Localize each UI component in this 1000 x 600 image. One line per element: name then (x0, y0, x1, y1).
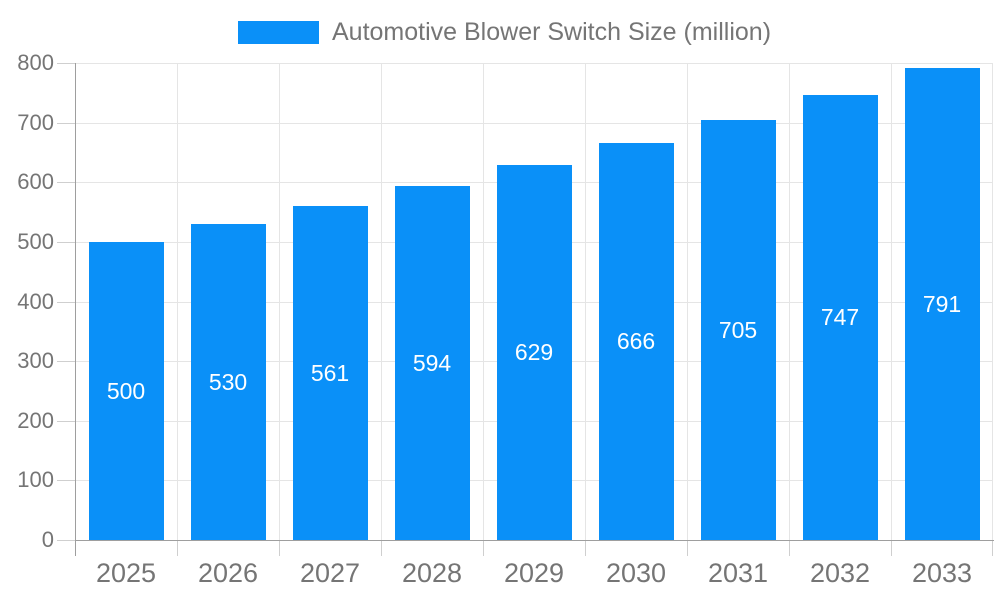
y-axis-tick (57, 420, 75, 422)
x-tick-label: 2028 (401, 558, 463, 588)
x-axis-tick (585, 540, 586, 556)
x-axis-tick (177, 540, 178, 556)
y-tick-label: 100 (17, 467, 54, 493)
x-axis-tick (891, 540, 892, 556)
gridline-vertical (483, 63, 484, 540)
x-axis-tick (381, 540, 382, 556)
y-axis-line (75, 63, 76, 556)
x-axis-tick (279, 540, 280, 556)
bar[interactable] (802, 94, 878, 540)
bar[interactable] (394, 185, 470, 540)
gridline-vertical (687, 63, 688, 540)
y-axis-tick (57, 241, 75, 243)
bar-value-label: 791 (922, 291, 962, 318)
y-axis-tick (57, 122, 75, 124)
x-tick-label: 2031 (707, 558, 769, 588)
y-axis-tick (57, 182, 75, 184)
legend-swatch[interactable] (238, 21, 319, 44)
x-tick-label: 2032 (809, 558, 871, 588)
bar-value-label: 500 (106, 377, 146, 404)
x-tick-label: 2033 (911, 558, 973, 588)
plot-area: 500 530 561 594 629 666 705 747 791 (75, 63, 993, 540)
gridline-vertical (585, 63, 586, 540)
bar[interactable] (904, 68, 980, 540)
x-axis-tick (687, 540, 688, 556)
x-tick-label: 2027 (299, 558, 361, 588)
bar-value-label: 561 (310, 359, 350, 386)
bar-value-label: 705 (718, 316, 758, 343)
bar-value-label: 594 (412, 349, 452, 376)
y-tick-label: 500 (17, 228, 54, 254)
x-axis-tick (789, 540, 790, 556)
y-tick-label: 600 (17, 169, 54, 195)
x-tick-label: 2029 (503, 558, 565, 588)
gridline-vertical (891, 63, 892, 540)
y-axis-tick (57, 361, 75, 363)
y-axis-tick (57, 540, 75, 541)
bar[interactable] (190, 224, 266, 540)
y-axis-tick (57, 63, 75, 64)
bar-value-label: 530 (208, 368, 248, 395)
bar[interactable] (88, 241, 164, 540)
y-axis-tick (57, 301, 75, 303)
bar[interactable] (598, 142, 674, 540)
legend-label[interactable]: Automotive Blower Switch Size (million) (332, 18, 772, 46)
y-tick-label: 200 (17, 407, 54, 433)
gridline-vertical (789, 63, 790, 540)
gridline-vertical (381, 63, 382, 540)
y-tick-label: 700 (17, 109, 54, 135)
y-tick-label: 400 (17, 288, 54, 314)
x-axis-tick (483, 540, 484, 556)
x-axis-tick (992, 540, 993, 556)
y-tick-label: 0 (41, 527, 54, 552)
gridline-vertical (177, 63, 178, 540)
x-tick-label: 2025 (95, 558, 157, 588)
gridline-vertical (279, 63, 280, 540)
bar[interactable] (496, 164, 572, 540)
gridline-horizontal (75, 63, 993, 64)
y-axis-tick (57, 480, 75, 482)
x-tick-label: 2030 (605, 558, 667, 588)
legend: Automotive Blower Switch Size (million) (238, 18, 772, 46)
x-axis-line (75, 540, 994, 541)
y-tick-label: 300 (17, 348, 54, 374)
bar[interactable] (292, 205, 368, 540)
x-tick-label: 2026 (197, 558, 259, 588)
bar-value-label: 747 (820, 304, 860, 331)
gridline-horizontal (75, 122, 993, 124)
bar-value-label: 666 (616, 328, 656, 355)
y-tick-label: 800 (17, 50, 54, 75)
bar-value-label: 629 (514, 339, 554, 366)
gridline-vertical (992, 63, 993, 540)
bar[interactable] (700, 119, 776, 540)
